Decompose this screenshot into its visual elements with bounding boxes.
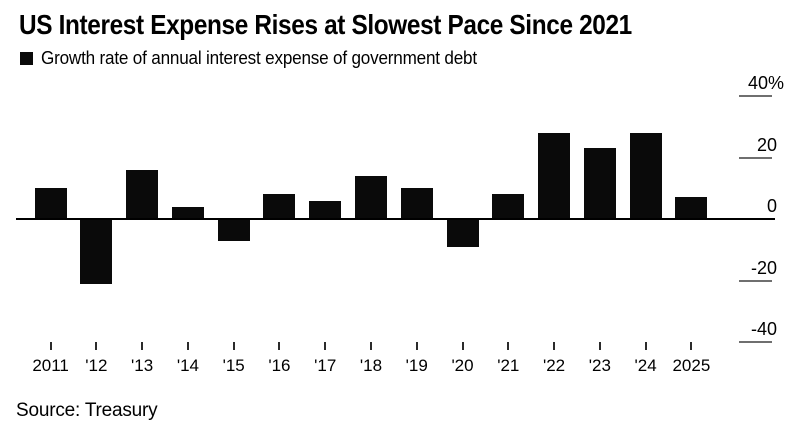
- y-axis-label: 0: [766, 196, 777, 216]
- y-axis-label: 20: [756, 134, 777, 155]
- x-axis-tick: [141, 342, 144, 350]
- x-axis-label: '23: [588, 356, 611, 375]
- x-axis-tick: [415, 342, 418, 350]
- legend: Growth rate of annual interest expense o…: [20, 48, 500, 69]
- bar-19: [400, 188, 433, 219]
- x-axis-tick: [461, 342, 464, 350]
- x-axis-label: '21: [497, 356, 520, 375]
- x-axis-label: '22: [542, 356, 566, 375]
- bar-14: [171, 206, 204, 219]
- x-axis-tick: [232, 342, 235, 350]
- x-axis-label: '24: [634, 356, 657, 375]
- legend-swatch-icon: [20, 52, 33, 65]
- y-axis-tick: [739, 279, 772, 282]
- y-axis-tick: [739, 341, 772, 343]
- bar-23: [583, 148, 616, 219]
- x-axis-tick: [369, 342, 372, 350]
- y-axis-tick: [739, 95, 772, 97]
- x-axis-tick: [49, 342, 52, 350]
- bar-13: [126, 169, 159, 219]
- x-axis-label: 2011: [32, 356, 69, 375]
- x-axis-label: '19: [405, 356, 428, 375]
- x-axis-label: '17: [314, 356, 337, 375]
- x-axis-label: '16: [268, 356, 291, 375]
- x-axis-tick: [95, 342, 98, 350]
- bar-15: [217, 219, 250, 241]
- bar-18: [354, 175, 387, 219]
- y-axis-tick: [739, 156, 772, 159]
- zero-axis-line: [16, 218, 775, 220]
- legend-label: Growth rate of annual interest expense o…: [41, 48, 477, 68]
- x-axis-tick: [186, 342, 189, 350]
- x-axis-label: '20: [451, 356, 474, 375]
- y-axis-label: -40: [750, 319, 777, 339]
- source-note: Source: Treasury: [16, 400, 158, 421]
- bar-21: [492, 194, 525, 219]
- x-axis-tick: [278, 342, 281, 350]
- bar-20: [446, 219, 479, 247]
- chart-title: US Interest Expense Rises at Slowest Pac…: [19, 9, 632, 40]
- x-axis-label: '18: [359, 356, 383, 375]
- x-axis-label: 2025: [672, 356, 711, 375]
- bar-12: [80, 219, 113, 284]
- x-axis-tick: [598, 342, 601, 350]
- x-axis-label: '12: [85, 356, 108, 375]
- bar-24: [629, 132, 662, 219]
- x-axis-tick: [690, 342, 693, 350]
- x-axis-tick: [507, 342, 510, 350]
- x-axis-label: '14: [176, 356, 199, 375]
- bar-2025: [675, 197, 708, 219]
- y-axis-label: -20: [750, 257, 777, 278]
- bar-22: [538, 132, 571, 219]
- bar-2011: [34, 188, 67, 219]
- y-axis-label: 40%: [747, 73, 784, 93]
- bar-16: [263, 194, 296, 219]
- x-axis-tick: [553, 342, 556, 350]
- x-axis-tick: [644, 342, 647, 350]
- x-axis-label: '15: [222, 356, 245, 375]
- x-axis-label: '13: [131, 356, 154, 375]
- x-axis-tick: [324, 342, 327, 350]
- bar-17: [309, 200, 342, 219]
